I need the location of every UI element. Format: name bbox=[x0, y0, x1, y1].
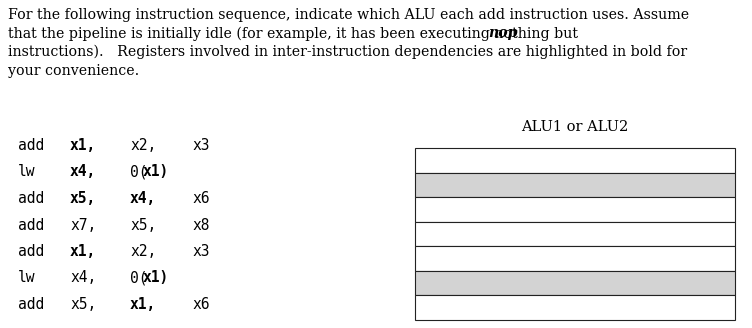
Bar bbox=[415, 222, 735, 246]
Text: x2,: x2, bbox=[130, 244, 156, 259]
Text: nop: nop bbox=[489, 27, 518, 40]
Text: x2,: x2, bbox=[130, 138, 156, 153]
Text: x4,: x4, bbox=[70, 271, 96, 285]
Text: 0(: 0( bbox=[130, 165, 147, 179]
Text: ALU1 or ALU2: ALU1 or ALU2 bbox=[521, 120, 629, 134]
Text: x5,: x5, bbox=[70, 297, 96, 312]
Text: that the pipeline is initially idle (for example, it has been executing nothing : that the pipeline is initially idle (for… bbox=[8, 27, 583, 41]
Bar bbox=[415, 296, 735, 320]
Text: your convenience.: your convenience. bbox=[8, 64, 139, 77]
Text: add: add bbox=[18, 297, 44, 312]
Text: lw: lw bbox=[18, 271, 35, 285]
Text: add: add bbox=[18, 217, 44, 233]
Text: x1,: x1, bbox=[130, 297, 156, 312]
Text: lw: lw bbox=[18, 165, 35, 179]
Text: x5,: x5, bbox=[130, 217, 156, 233]
Text: x3: x3 bbox=[192, 244, 210, 259]
Text: For the following instruction sequence, indicate which ALU each add instruction : For the following instruction sequence, … bbox=[8, 8, 689, 22]
Text: x7,: x7, bbox=[70, 217, 96, 233]
Text: add: add bbox=[18, 191, 44, 206]
Text: x8: x8 bbox=[192, 217, 210, 233]
Text: add: add bbox=[18, 244, 44, 259]
Text: x4,: x4, bbox=[130, 191, 156, 206]
Bar bbox=[415, 197, 735, 222]
Text: x1,: x1, bbox=[70, 138, 96, 153]
Text: x6: x6 bbox=[192, 297, 210, 312]
Text: x1,: x1, bbox=[70, 244, 96, 259]
Text: x6: x6 bbox=[192, 191, 210, 206]
Text: x1): x1) bbox=[143, 165, 169, 179]
Text: x5,: x5, bbox=[70, 191, 96, 206]
Bar bbox=[415, 148, 735, 173]
Text: x4,: x4, bbox=[70, 165, 96, 179]
Text: 0(: 0( bbox=[130, 271, 147, 285]
Text: x3: x3 bbox=[192, 138, 210, 153]
Bar bbox=[415, 271, 735, 296]
Bar bbox=[415, 246, 735, 271]
Text: add: add bbox=[18, 138, 44, 153]
Text: instructions).   Registers involved in inter-instruction dependencies are highli: instructions). Registers involved in int… bbox=[8, 45, 687, 59]
Text: x1): x1) bbox=[143, 271, 169, 285]
Bar bbox=[415, 173, 735, 197]
